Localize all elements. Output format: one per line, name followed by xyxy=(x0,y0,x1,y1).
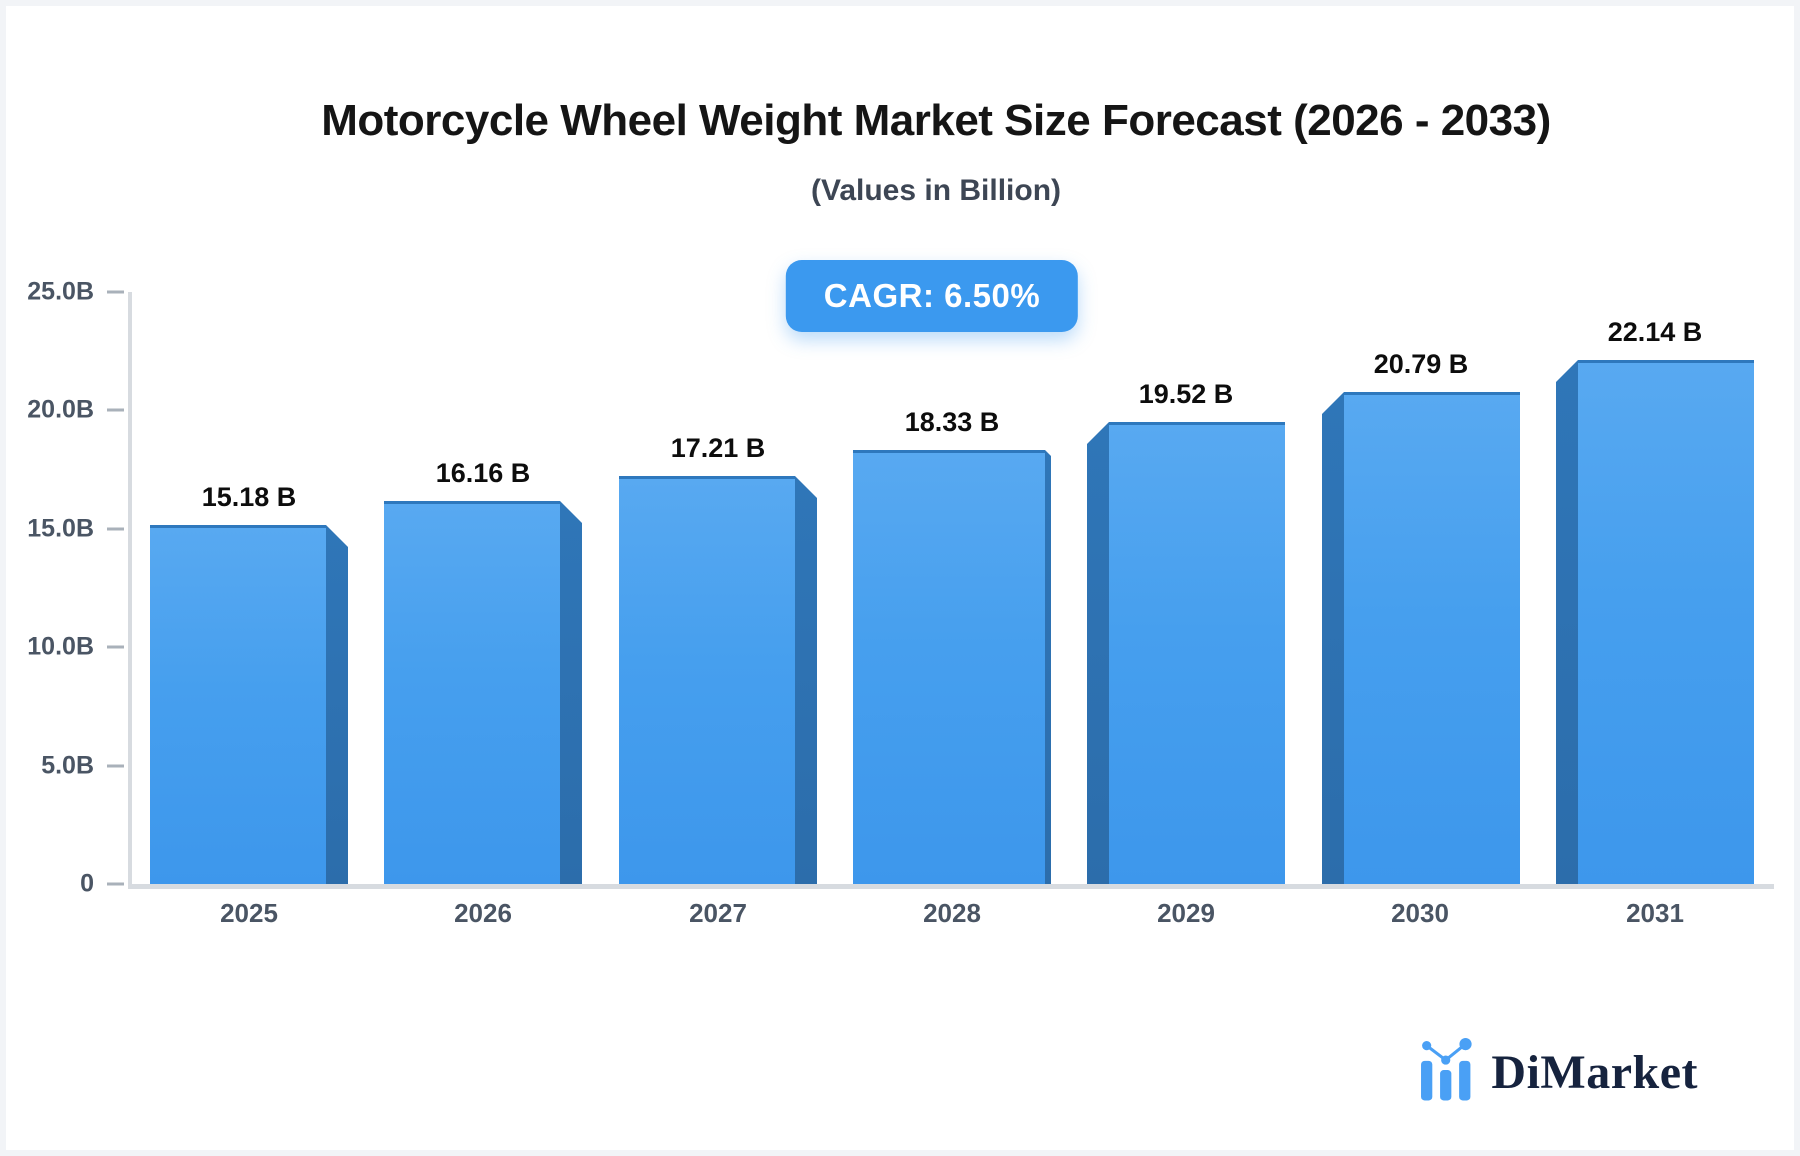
bar-group[interactable]: 15.18 B xyxy=(150,292,348,884)
chart-title: Motorcycle Wheel Weight Market Size Fore… xyxy=(321,96,1551,145)
x-axis-line xyxy=(128,884,1774,889)
bar-value-label: 15.18 B xyxy=(201,482,297,512)
bar[interactable] xyxy=(384,501,560,884)
bar-value-label: 22.14 B xyxy=(1607,317,1703,347)
x-tick-label: 2026 xyxy=(454,898,512,928)
bar[interactable] xyxy=(853,450,1045,884)
chart-subtitle: (Values in Billion) xyxy=(810,174,1062,207)
y-tick-label: 20.0B xyxy=(27,395,94,424)
bar-group[interactable]: 22.14 B xyxy=(1556,292,1754,884)
y-tick-label: 25.0B xyxy=(27,277,94,306)
bar-value-label: 20.79 B xyxy=(1373,349,1469,379)
bar-chart-logo-icon xyxy=(1417,1038,1479,1107)
y-tick-mark xyxy=(107,882,124,886)
bar-value-label: 17.21 B xyxy=(670,433,766,463)
bar-side xyxy=(560,501,582,884)
y-tick-label: 5.0B xyxy=(41,751,94,780)
x-tick-label: 2025 xyxy=(220,898,278,928)
x-tick-label: 2031 xyxy=(1626,898,1684,928)
bar-group[interactable]: 17.21 B xyxy=(619,292,817,884)
x-tick-label: 2030 xyxy=(1391,898,1449,928)
bar-group[interactable]: 20.79 B xyxy=(1322,292,1520,884)
bar-value-label: 16.16 B xyxy=(435,458,531,488)
y-axis-line xyxy=(128,292,132,884)
bar-group[interactable]: 19.52 B xyxy=(1087,292,1285,884)
x-tick-label: 2029 xyxy=(1157,898,1215,928)
bar-side xyxy=(795,476,817,884)
x-tick-label: 2027 xyxy=(689,898,747,928)
y-tick-mark xyxy=(107,645,124,649)
bar-side xyxy=(326,525,348,884)
chart-card: Motorcycle Wheel Weight Market Size Fore… xyxy=(6,6,1794,1150)
bar[interactable] xyxy=(1578,360,1754,884)
bar-value-label: 19.52 B xyxy=(1138,379,1234,409)
y-tick-mark xyxy=(107,408,124,412)
bar[interactable] xyxy=(1344,392,1520,884)
bar-side xyxy=(1087,422,1109,884)
y-tick-mark xyxy=(107,527,124,531)
plot-area: 15.18 B 16.16 B 17.21 B 18.33 B 19.52 B … xyxy=(132,292,1772,884)
x-tick-label: 2028 xyxy=(923,898,981,928)
cagr-badge: CAGR: 6.50% xyxy=(785,260,1079,332)
bar[interactable] xyxy=(1109,422,1285,884)
bar-side xyxy=(1556,360,1578,884)
brand-logo: DiMarket xyxy=(1417,1038,1698,1107)
y-tick-label: 0 xyxy=(80,869,94,898)
brand-logo-text: DiMarket xyxy=(1491,1046,1698,1099)
bar[interactable] xyxy=(619,476,795,884)
bar-group[interactable]: 18.33 B xyxy=(853,292,1051,884)
x-axis: 2025 2026 2027 2028 2029 2030 2031 xyxy=(132,898,1772,932)
y-tick-mark xyxy=(107,764,124,768)
y-tick-label: 15.0B xyxy=(27,514,94,543)
y-tick-mark xyxy=(107,290,124,294)
bar-side xyxy=(1322,392,1344,884)
y-tick-label: 10.0B xyxy=(27,632,94,661)
bar-group[interactable]: 16.16 B xyxy=(384,292,582,884)
bar[interactable] xyxy=(150,525,326,884)
bar-value-label: 18.33 B xyxy=(904,407,1000,437)
y-axis: 25.0B 20.0B 15.0B 10.0B 5.0B 0 xyxy=(6,278,132,898)
bar-side xyxy=(1045,450,1051,884)
